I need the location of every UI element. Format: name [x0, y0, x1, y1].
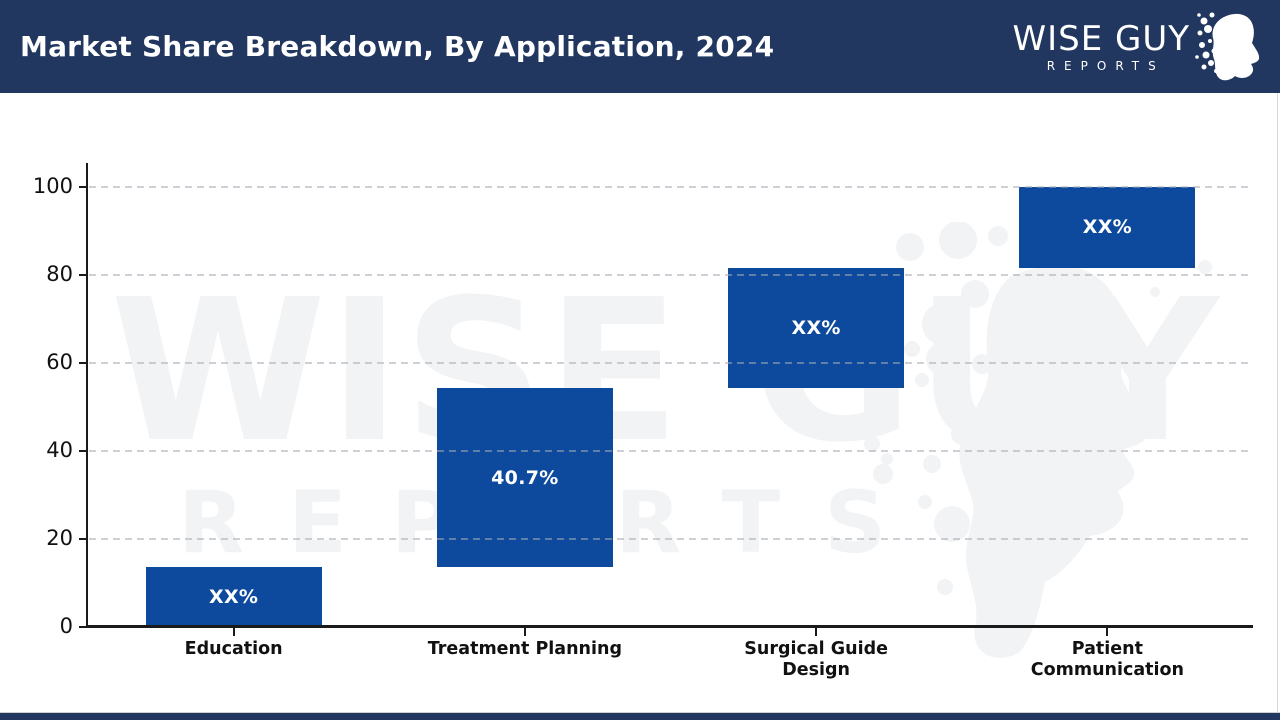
y-tick [79, 450, 88, 452]
bar-value-label: 40.7% [491, 466, 559, 489]
right-border [1277, 93, 1278, 713]
header-bar: Market Share Breakdown, By Application, … [0, 0, 1280, 93]
bar-treatment-planning: 40.7% [436, 388, 613, 568]
x-tick [1106, 628, 1109, 636]
bar-patient-communication: XX% [1019, 187, 1196, 268]
y-tick [79, 538, 88, 540]
y-tick-label: 20 [46, 526, 73, 550]
x-tick [232, 628, 235, 636]
x-tick [815, 628, 818, 636]
gridline-20 [89, 538, 1253, 540]
bar-value-label: XX% [209, 586, 259, 609]
gridline-40 [89, 450, 1253, 452]
page-title: Market Share Breakdown, By Application, … [20, 30, 775, 63]
x-tick [523, 628, 526, 636]
bar-value-label: XX% [791, 317, 841, 339]
y-tick [79, 362, 88, 364]
y-tick-label: 100 [32, 174, 73, 198]
bar-surgical-guide-design: XX% [728, 267, 905, 389]
y-axis-spine [86, 163, 88, 627]
brand-logo: WISE GUY REPORTS [1012, 7, 1280, 87]
gridline-100 [89, 186, 1253, 188]
y-tick [79, 274, 88, 276]
y-tick-label: 60 [46, 350, 73, 374]
logo-wordmark: WISE GUY [1012, 18, 1190, 59]
y-tick-label: 80 [46, 262, 73, 286]
y-tick-label: 40 [46, 438, 73, 462]
gridline-80 [89, 274, 1253, 276]
x-axis-label-patient-communication: Patient Communication [1030, 639, 1185, 680]
x-axis-label-surgical-guide-design: Surgical Guide Design [744, 639, 888, 680]
bottom-border [0, 712, 1280, 713]
logo-head-icon [1195, 12, 1260, 80]
bar-education: XX% [145, 567, 322, 627]
gridline-60 [89, 362, 1253, 364]
x-axis-label-treatment-planning: Treatment Planning [427, 639, 622, 659]
y-tick [79, 186, 88, 188]
footer-bar [0, 713, 1280, 720]
y-tick [79, 626, 88, 628]
bar-value-label: XX% [1082, 216, 1132, 239]
logo-reports-text: REPORTS [1046, 58, 1165, 73]
x-axis-spine [86, 625, 1253, 628]
waterfall-chart: 0 20 40 60 80 100 XX% 40.7% XX% XX% Education Tre… [0, 93, 1280, 713]
y-tick-label: 0 [59, 614, 73, 638]
x-axis-label-education: Education [184, 639, 283, 659]
